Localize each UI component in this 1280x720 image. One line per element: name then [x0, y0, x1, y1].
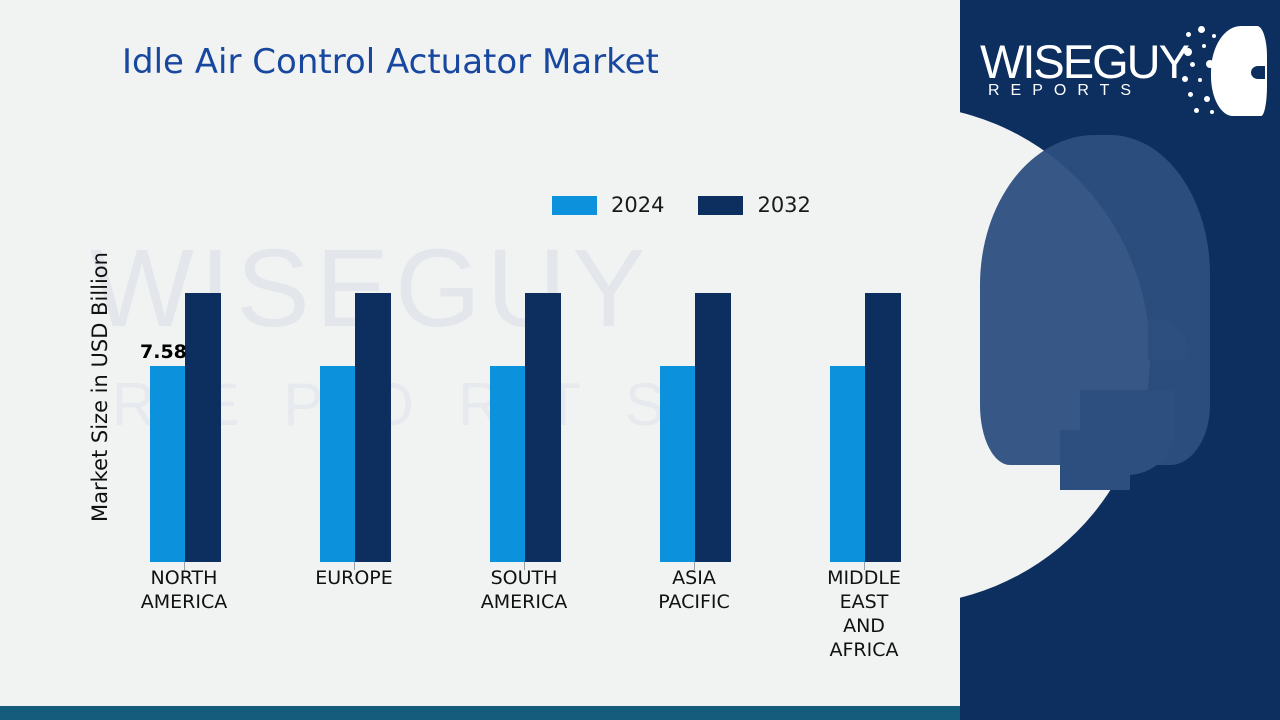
logo-subtitle: REPORTS [988, 82, 1143, 99]
bar-2024-1[interactable] [320, 366, 355, 562]
bar-2024-2[interactable] [490, 366, 525, 562]
x-axis-label-line: EUROPE [315, 567, 393, 589]
logo-dot [1210, 110, 1214, 114]
x-tick-1 [354, 562, 355, 570]
legend-swatch-2024 [552, 195, 597, 215]
logo-dot [1212, 34, 1216, 38]
x-axis-label-line: PACIFIC [658, 591, 730, 613]
logo-dot [1182, 76, 1188, 82]
plot-area: NORTH AMERICA EUROPE SOUTH AMERICA ASIA PACIFI… [104, 293, 944, 662]
brand-panel: WISEGUY REPORTS [960, 0, 1280, 720]
head-neck-shape [1060, 430, 1130, 490]
logo-dot [1198, 78, 1202, 82]
bar-2024-3[interactable] [660, 366, 695, 562]
logo-dot [1184, 48, 1192, 56]
bar-2032-4[interactable] [865, 293, 901, 562]
bar-2032-3[interactable] [695, 293, 731, 562]
x-axis-label-line: AMERICA [480, 591, 568, 613]
bar-2024-4[interactable] [830, 366, 865, 562]
x-axis-label-line: ASIA [672, 567, 716, 589]
x-axis-label-line: EAST [839, 591, 889, 613]
logo-wordmark: WISEGUY [980, 35, 1190, 88]
logo-dot [1190, 62, 1195, 67]
legend-label-2024: 2024 [611, 193, 665, 217]
legend-label-2032: 2032 [757, 193, 811, 217]
logo-dot [1186, 32, 1191, 37]
x-axis-label-line: AMERICA [140, 591, 228, 613]
x-axis-label-4: MIDDLE EAST AND AFRICA [784, 566, 944, 662]
x-axis-label-1: EUROPE [274, 566, 434, 590]
brain-dots-decoration [960, 150, 1110, 510]
x-axis-label-line: MIDDLE [827, 567, 901, 589]
x-axis-label-3: ASIA PACIFIC [614, 566, 774, 614]
logo-dot [1206, 60, 1214, 68]
logo-dot [1188, 92, 1193, 97]
logo-dot [1202, 44, 1206, 48]
x-axis-label-line: NORTH [150, 567, 218, 589]
bar-2032-1[interactable] [355, 293, 391, 562]
legend-swatch-2032 [698, 195, 744, 215]
logo-dot [1198, 26, 1205, 33]
chart-legend: 2024 2032 [552, 193, 811, 217]
bar-2024-0[interactable] [150, 366, 185, 562]
bar-value-label-0: 7.58 [140, 341, 187, 364]
legend-item-2032[interactable]: 2032 [698, 193, 811, 217]
logo-dot [1194, 108, 1199, 113]
x-tick-0 [184, 562, 185, 570]
x-axis-label-0: NORTH AMERICA [104, 566, 264, 614]
bottom-accent-bar [0, 706, 960, 720]
logo-dot [1204, 96, 1210, 102]
x-axis-label-line: SOUTH [490, 567, 558, 589]
logo-dot [1216, 50, 1222, 56]
x-tick-2 [524, 562, 525, 570]
x-axis-label-line: AFRICA [829, 639, 899, 661]
logo-head-icon [1182, 22, 1267, 118]
bar-2032-2[interactable] [525, 293, 561, 562]
x-axis-label-line: AND [843, 615, 885, 637]
x-tick-4 [864, 562, 865, 570]
logo-head-nose [1251, 66, 1265, 79]
x-tick-3 [694, 562, 695, 570]
logo-dot [1220, 68, 1224, 72]
legend-item-2024[interactable]: 2024 [552, 193, 664, 217]
wiseguy-logo: WISEGUY REPORTS [980, 20, 1267, 118]
x-axis-label-2: SOUTH AMERICA [444, 566, 604, 614]
logo-dot [1218, 100, 1222, 104]
logo-dot [1212, 82, 1219, 89]
bar-2032-0[interactable] [185, 293, 221, 562]
page-title: Idle Air Control Actuator Market [122, 42, 659, 82]
